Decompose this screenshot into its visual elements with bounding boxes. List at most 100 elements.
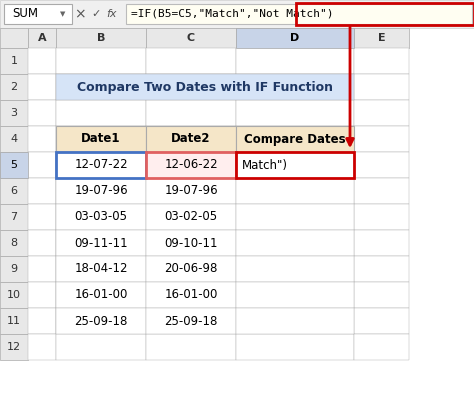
- Bar: [0, 308, 28, 334]
- Bar: [0, 100, 28, 126]
- Bar: [0, 152, 28, 178]
- Bar: [28, 100, 56, 126]
- Bar: [56, 230, 146, 256]
- Bar: [354, 100, 409, 126]
- Bar: [236, 308, 354, 334]
- Bar: [236, 204, 354, 230]
- Bar: [236, 178, 354, 204]
- Bar: [28, 126, 56, 152]
- Text: 09-11-11: 09-11-11: [74, 237, 128, 249]
- Bar: [146, 152, 236, 178]
- Text: 2: 2: [10, 82, 18, 92]
- Text: ×: ×: [74, 7, 86, 21]
- Text: C: C: [187, 33, 195, 43]
- Text: 5: 5: [10, 160, 18, 170]
- Bar: [56, 126, 146, 152]
- Bar: [354, 230, 409, 256]
- Bar: [28, 230, 56, 256]
- Bar: [236, 334, 354, 360]
- Bar: [0, 126, 28, 152]
- Text: 12-07-22: 12-07-22: [74, 159, 128, 171]
- Text: 03-03-05: 03-03-05: [74, 210, 128, 224]
- Bar: [236, 256, 354, 282]
- Bar: [56, 152, 146, 178]
- Text: 20-06-98: 20-06-98: [164, 263, 218, 276]
- Bar: [56, 256, 146, 282]
- Text: SUM: SUM: [12, 7, 38, 20]
- Bar: [236, 28, 354, 48]
- Text: fx: fx: [107, 9, 117, 19]
- Bar: [146, 74, 236, 100]
- Text: =IF(B5=C5,"Match","Not Match"): =IF(B5=C5,"Match","Not Match"): [131, 9, 334, 19]
- Bar: [354, 48, 409, 74]
- Bar: [56, 178, 146, 204]
- Bar: [28, 334, 56, 360]
- Bar: [28, 48, 56, 74]
- Bar: [236, 100, 354, 126]
- Bar: [146, 126, 236, 152]
- Bar: [56, 100, 146, 126]
- Text: 4: 4: [10, 134, 18, 144]
- Bar: [146, 308, 236, 334]
- Bar: [28, 28, 56, 48]
- Bar: [236, 178, 354, 204]
- Bar: [56, 152, 146, 178]
- Text: B: B: [97, 33, 105, 43]
- Bar: [236, 282, 354, 308]
- Bar: [354, 282, 409, 308]
- Bar: [146, 230, 236, 256]
- Bar: [146, 256, 236, 282]
- Text: E: E: [378, 33, 385, 43]
- Bar: [56, 282, 146, 308]
- Text: 12: 12: [7, 342, 21, 352]
- Bar: [146, 178, 236, 204]
- Text: 16-01-00: 16-01-00: [74, 288, 128, 302]
- Bar: [236, 204, 354, 230]
- Bar: [146, 308, 236, 334]
- Text: Compare Dates: Compare Dates: [244, 132, 346, 146]
- Bar: [56, 204, 146, 230]
- Bar: [56, 28, 146, 48]
- Bar: [236, 152, 354, 178]
- Text: 19-07-96: 19-07-96: [164, 185, 218, 198]
- Text: 03-02-05: 03-02-05: [164, 210, 218, 224]
- Bar: [56, 204, 146, 230]
- Text: 11: 11: [7, 316, 21, 326]
- Bar: [56, 48, 146, 74]
- Bar: [236, 48, 354, 74]
- Bar: [0, 152, 28, 178]
- Text: 7: 7: [10, 212, 18, 222]
- Bar: [0, 230, 28, 256]
- Bar: [56, 74, 354, 100]
- Bar: [354, 152, 409, 178]
- Text: 5: 5: [10, 160, 18, 170]
- Bar: [146, 204, 236, 230]
- Bar: [354, 308, 409, 334]
- Bar: [56, 282, 146, 308]
- Bar: [56, 178, 146, 204]
- Bar: [0, 28, 28, 48]
- Bar: [146, 152, 236, 178]
- Bar: [56, 334, 146, 360]
- Bar: [0, 178, 28, 204]
- Bar: [354, 204, 409, 230]
- Bar: [146, 334, 236, 360]
- Text: A: A: [38, 33, 46, 43]
- Bar: [28, 256, 56, 282]
- Text: Compare Two Dates with IF Function: Compare Two Dates with IF Function: [77, 81, 333, 93]
- Bar: [296, 3, 474, 25]
- Text: Match"): Match"): [242, 159, 288, 171]
- Bar: [236, 256, 354, 282]
- Bar: [28, 308, 56, 334]
- Bar: [236, 126, 354, 152]
- Bar: [0, 282, 28, 308]
- Bar: [354, 178, 409, 204]
- Bar: [56, 308, 146, 334]
- Text: 18-04-12: 18-04-12: [74, 263, 128, 276]
- Text: 09-10-11: 09-10-11: [164, 237, 218, 249]
- Bar: [354, 74, 409, 100]
- Text: 12-06-22: 12-06-22: [164, 159, 218, 171]
- Bar: [4, 4, 72, 24]
- Bar: [146, 152, 236, 178]
- Text: 8: 8: [10, 238, 18, 248]
